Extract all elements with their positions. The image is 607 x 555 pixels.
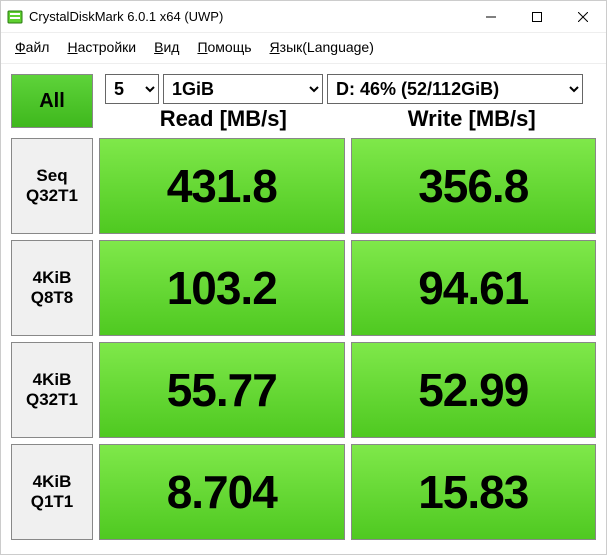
close-button[interactable] bbox=[560, 1, 606, 33]
test-button-seq-q32t1[interactable]: SeqQ32T1 bbox=[11, 138, 93, 234]
minimize-button[interactable] bbox=[468, 1, 514, 33]
selects-row: 5 1GiB D: 46% (52/112GiB) bbox=[105, 74, 596, 104]
menu-help[interactable]: Помощь bbox=[189, 37, 259, 57]
app-icon bbox=[7, 9, 23, 25]
app-window: CrystalDiskMark 6.0.1 x64 (UWP) Файл Нас… bbox=[0, 0, 607, 555]
read-header: Read [MB/s] bbox=[99, 106, 348, 132]
maximize-button[interactable] bbox=[514, 1, 560, 33]
write-value: 15.83 bbox=[351, 444, 597, 540]
all-button[interactable]: All bbox=[11, 74, 93, 128]
test-button-4kib-q1t1[interactable]: 4KiBQ1T1 bbox=[11, 444, 93, 540]
titlebar: CrystalDiskMark 6.0.1 x64 (UWP) bbox=[1, 1, 606, 33]
menu-view[interactable]: Вид bbox=[146, 37, 187, 57]
test-row: 4KiBQ1T18.70415.83 bbox=[11, 444, 596, 540]
read-value: 103.2 bbox=[99, 240, 345, 336]
write-header: Write [MB/s] bbox=[348, 106, 597, 132]
read-value: 55.77 bbox=[99, 342, 345, 438]
column-headers: Read [MB/s] Write [MB/s] bbox=[99, 106, 596, 132]
write-value: 356.8 bbox=[351, 138, 597, 234]
read-value: 431.8 bbox=[99, 138, 345, 234]
menu-file[interactable]: Файл bbox=[7, 37, 57, 57]
write-value: 94.61 bbox=[351, 240, 597, 336]
test-row: SeqQ32T1431.8356.8 bbox=[11, 138, 596, 234]
controls-row: All 5 1GiB D: 46% (52/112GiB) Read [MB/s… bbox=[11, 74, 596, 132]
menu-settings[interactable]: Настройки bbox=[59, 37, 144, 57]
menubar: Файл Настройки Вид Помощь Язык(Language) bbox=[1, 33, 606, 64]
write-value: 52.99 bbox=[351, 342, 597, 438]
content-area: All 5 1GiB D: 46% (52/112GiB) Read [MB/s… bbox=[1, 64, 606, 554]
window-title: CrystalDiskMark 6.0.1 x64 (UWP) bbox=[29, 9, 468, 24]
disk-select[interactable]: D: 46% (52/112GiB) bbox=[327, 74, 583, 104]
runs-select[interactable]: 5 bbox=[105, 74, 159, 104]
size-select[interactable]: 1GiB bbox=[163, 74, 323, 104]
test-row: 4KiBQ32T155.7752.99 bbox=[11, 342, 596, 438]
menu-language[interactable]: Язык(Language) bbox=[262, 37, 382, 57]
test-button-4kib-q32t1[interactable]: 4KiBQ32T1 bbox=[11, 342, 93, 438]
test-button-4kib-q8t8[interactable]: 4KiBQ8T8 bbox=[11, 240, 93, 336]
window-controls bbox=[468, 1, 606, 33]
test-row: 4KiBQ8T8103.294.61 bbox=[11, 240, 596, 336]
read-value: 8.704 bbox=[99, 444, 345, 540]
